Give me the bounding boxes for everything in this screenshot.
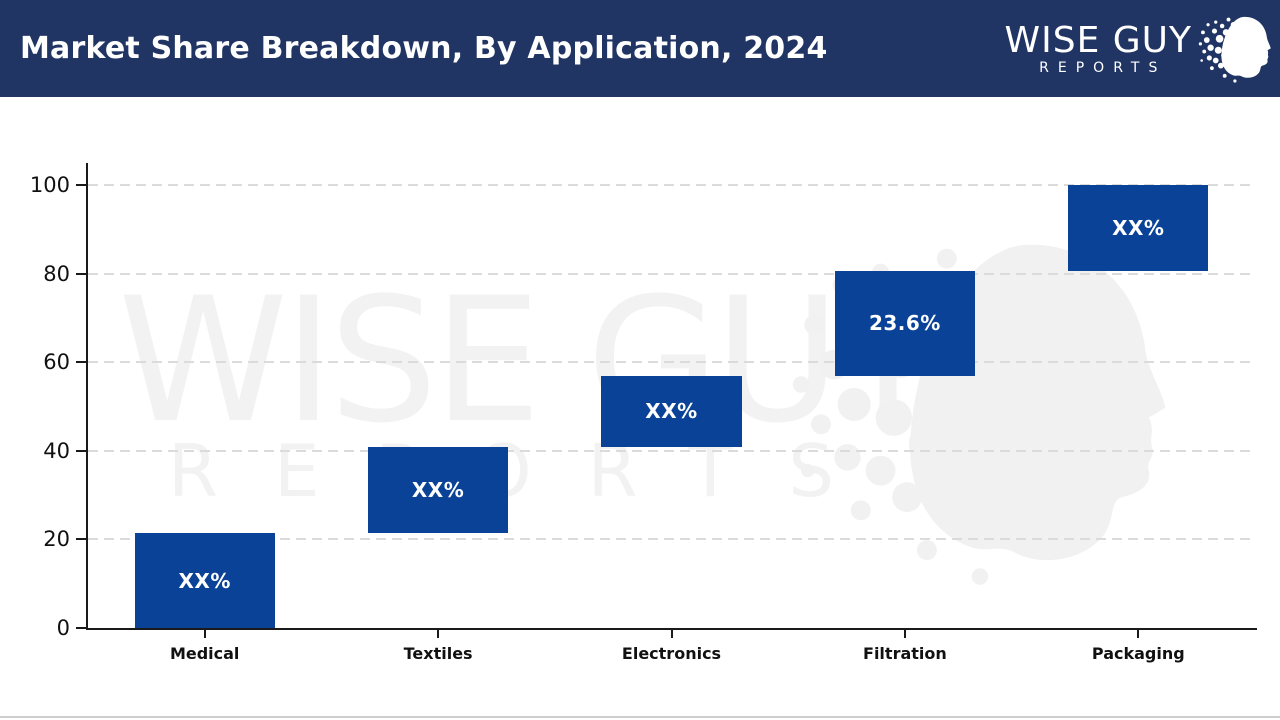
y-tick-label-80: 80 — [43, 261, 70, 286]
bottom-border-line — [0, 716, 1280, 718]
y-tick-80 — [76, 272, 86, 275]
x-tick-electronics — [670, 630, 673, 638]
bar-value-label-textiles: XX% — [411, 478, 465, 503]
bar-value-label-filtration: 23.6% — [868, 311, 941, 336]
y-tick-100 — [76, 184, 86, 187]
bar-medical: XX% — [134, 533, 275, 628]
x-axis-line — [86, 628, 1257, 630]
x-tick-filtration — [903, 630, 906, 638]
bar-electronics: XX% — [601, 375, 742, 447]
bar-packaging: XX% — [1068, 185, 1209, 272]
y-tick-label-20: 20 — [43, 527, 70, 552]
y-axis-line — [86, 163, 88, 630]
plot-area: 0 20 40 60 80 100 XX% Medical XX% Textiles XX% Elec… — [30, 163, 1257, 663]
bar-value-label-packaging: XX% — [1112, 216, 1165, 241]
gridline-60 — [88, 361, 1255, 364]
y-tick-60 — [76, 361, 86, 364]
brand-face-icon — [1198, 16, 1271, 83]
y-tick-20 — [76, 538, 86, 541]
gridline-40 — [88, 449, 1255, 452]
bar-filtration: 23.6% — [834, 271, 975, 376]
brand-logo: WISE GUY REPORTS — [1005, 4, 1273, 94]
x-tick-textiles — [437, 630, 440, 638]
y-tick-40 — [76, 449, 86, 452]
y-tick-label-40: 40 — [43, 438, 70, 463]
y-tick-0 — [76, 627, 86, 629]
brand-name: WISE GUY — [1004, 19, 1192, 61]
y-tick-label-60: 60 — [43, 350, 70, 375]
bar-value-label-medical: XX% — [178, 568, 231, 593]
x-tick-label-electronics: Electronics — [621, 644, 722, 663]
y-tick-label-0: 0 — [56, 616, 70, 640]
x-tick-label-packaging: Packaging — [1091, 644, 1185, 663]
x-tick-label-filtration: Filtration — [863, 644, 947, 663]
y-tick-label-100: 100 — [29, 173, 70, 198]
brand-logo-text: WISE GUY REPORTS — [1004, 19, 1193, 77]
x-tick-packaging — [1137, 630, 1140, 638]
header-bar: Market Share Breakdown, By Application, … — [0, 0, 1280, 97]
x-tick-medical — [203, 630, 206, 638]
gridline-100 — [88, 184, 1255, 187]
bar-textiles: XX% — [368, 446, 509, 534]
gridline-80 — [88, 272, 1255, 275]
brand-subtitle: REPORTS — [1039, 60, 1167, 77]
x-tick-label-textiles: Textiles — [403, 644, 473, 663]
bar-value-label-electronics: XX% — [645, 399, 698, 424]
x-tick-label-medical: Medical — [169, 644, 240, 663]
page-title: Market Share Breakdown, By Application, … — [20, 31, 828, 66]
gridline-20 — [88, 538, 1255, 541]
